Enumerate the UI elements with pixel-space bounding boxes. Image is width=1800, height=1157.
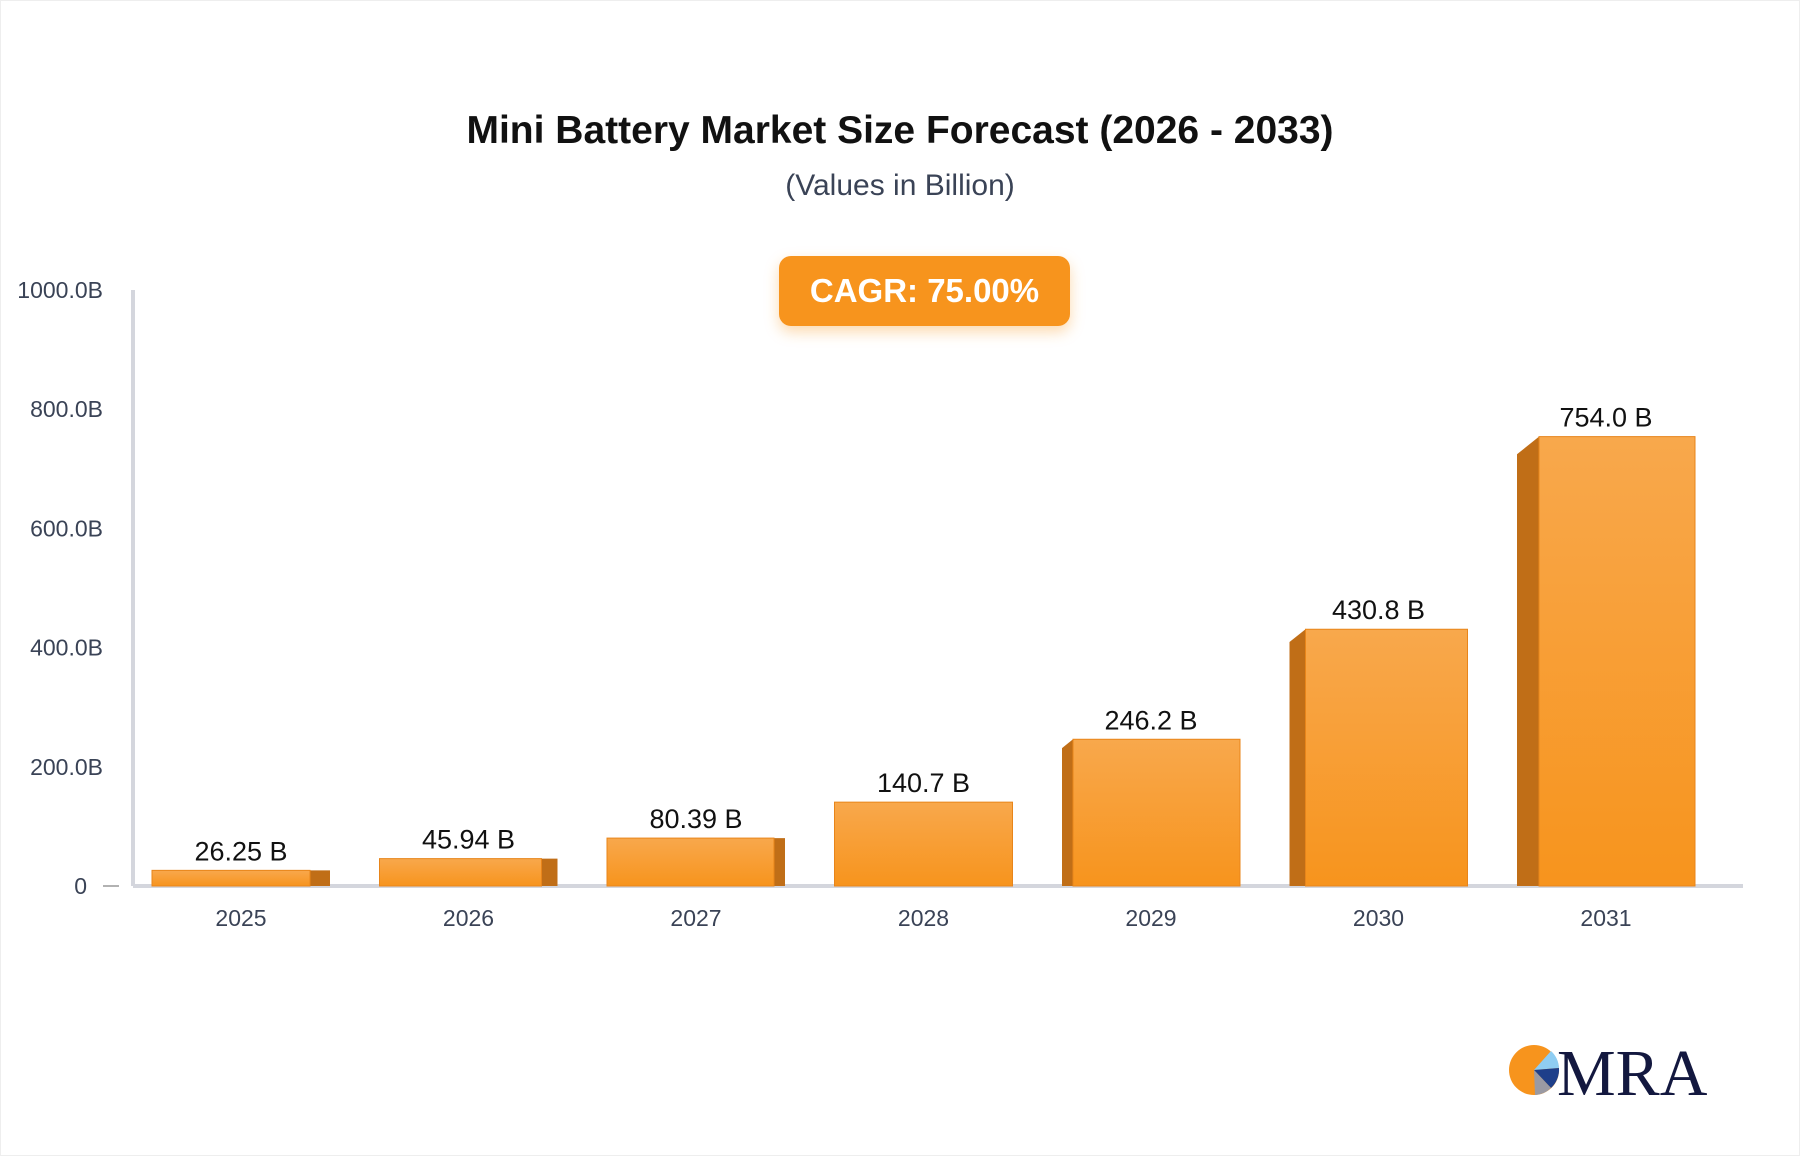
bar-front — [1305, 628, 1468, 887]
y-tick-label: 0 — [74, 873, 87, 899]
data-label: 246.2 B — [1104, 705, 1197, 735]
bar-2028 — [834, 801, 1013, 887]
y-tick-label: 1000.0B — [17, 277, 103, 303]
bar-front — [151, 869, 311, 887]
y-tick-label: 200.0B — [30, 754, 103, 780]
logo-text: MRA — [1557, 1037, 1708, 1110]
bar-2025 — [151, 869, 330, 887]
x-tick-label: 2030 — [1353, 905, 1404, 931]
x-tick-label: 2029 — [1125, 905, 1176, 931]
bar-side — [1517, 436, 1539, 886]
bar-side — [310, 870, 330, 886]
x-tick-label: 2025 — [215, 905, 266, 931]
bar-side — [1289, 629, 1306, 886]
y-tick-label: 600.0B — [30, 515, 103, 541]
bar-front — [834, 801, 1013, 887]
y-tick-label: 400.0B — [30, 635, 103, 661]
y-tick-label: 800.0B — [30, 396, 103, 422]
bar-front — [379, 858, 542, 887]
bar-side — [541, 858, 558, 886]
data-label: 140.7 B — [877, 768, 970, 798]
bar-2027 — [606, 837, 785, 887]
data-label: 45.94 B — [422, 825, 515, 855]
bar-front — [1072, 738, 1241, 887]
bar-2031 — [1517, 436, 1696, 887]
x-tick-label: 2027 — [670, 905, 721, 931]
chart-subtitle: (Values in Billion) — [785, 169, 1015, 202]
bar-2029 — [1062, 738, 1241, 887]
data-label: 80.39 B — [649, 804, 742, 834]
bar-front — [1538, 436, 1696, 887]
cagr-badge: CAGR: 75.00% — [779, 256, 1070, 326]
bar-side — [774, 838, 785, 886]
data-label: 26.25 B — [194, 836, 287, 866]
chart-title: Mini Battery Market Size Forecast (2026 … — [466, 109, 1334, 152]
bar-2030 — [1289, 628, 1468, 887]
bar-2026 — [379, 858, 558, 887]
x-tick-label: 2031 — [1580, 905, 1631, 931]
x-tick-label: 2028 — [898, 905, 949, 931]
data-label: 754.0 B — [1559, 403, 1652, 433]
bar-side — [1062, 739, 1073, 886]
mra-logo: MRA — [1509, 1037, 1708, 1110]
x-tick-label: 2026 — [443, 905, 494, 931]
bar-front — [606, 837, 775, 887]
data-label: 430.8 B — [1332, 595, 1425, 625]
